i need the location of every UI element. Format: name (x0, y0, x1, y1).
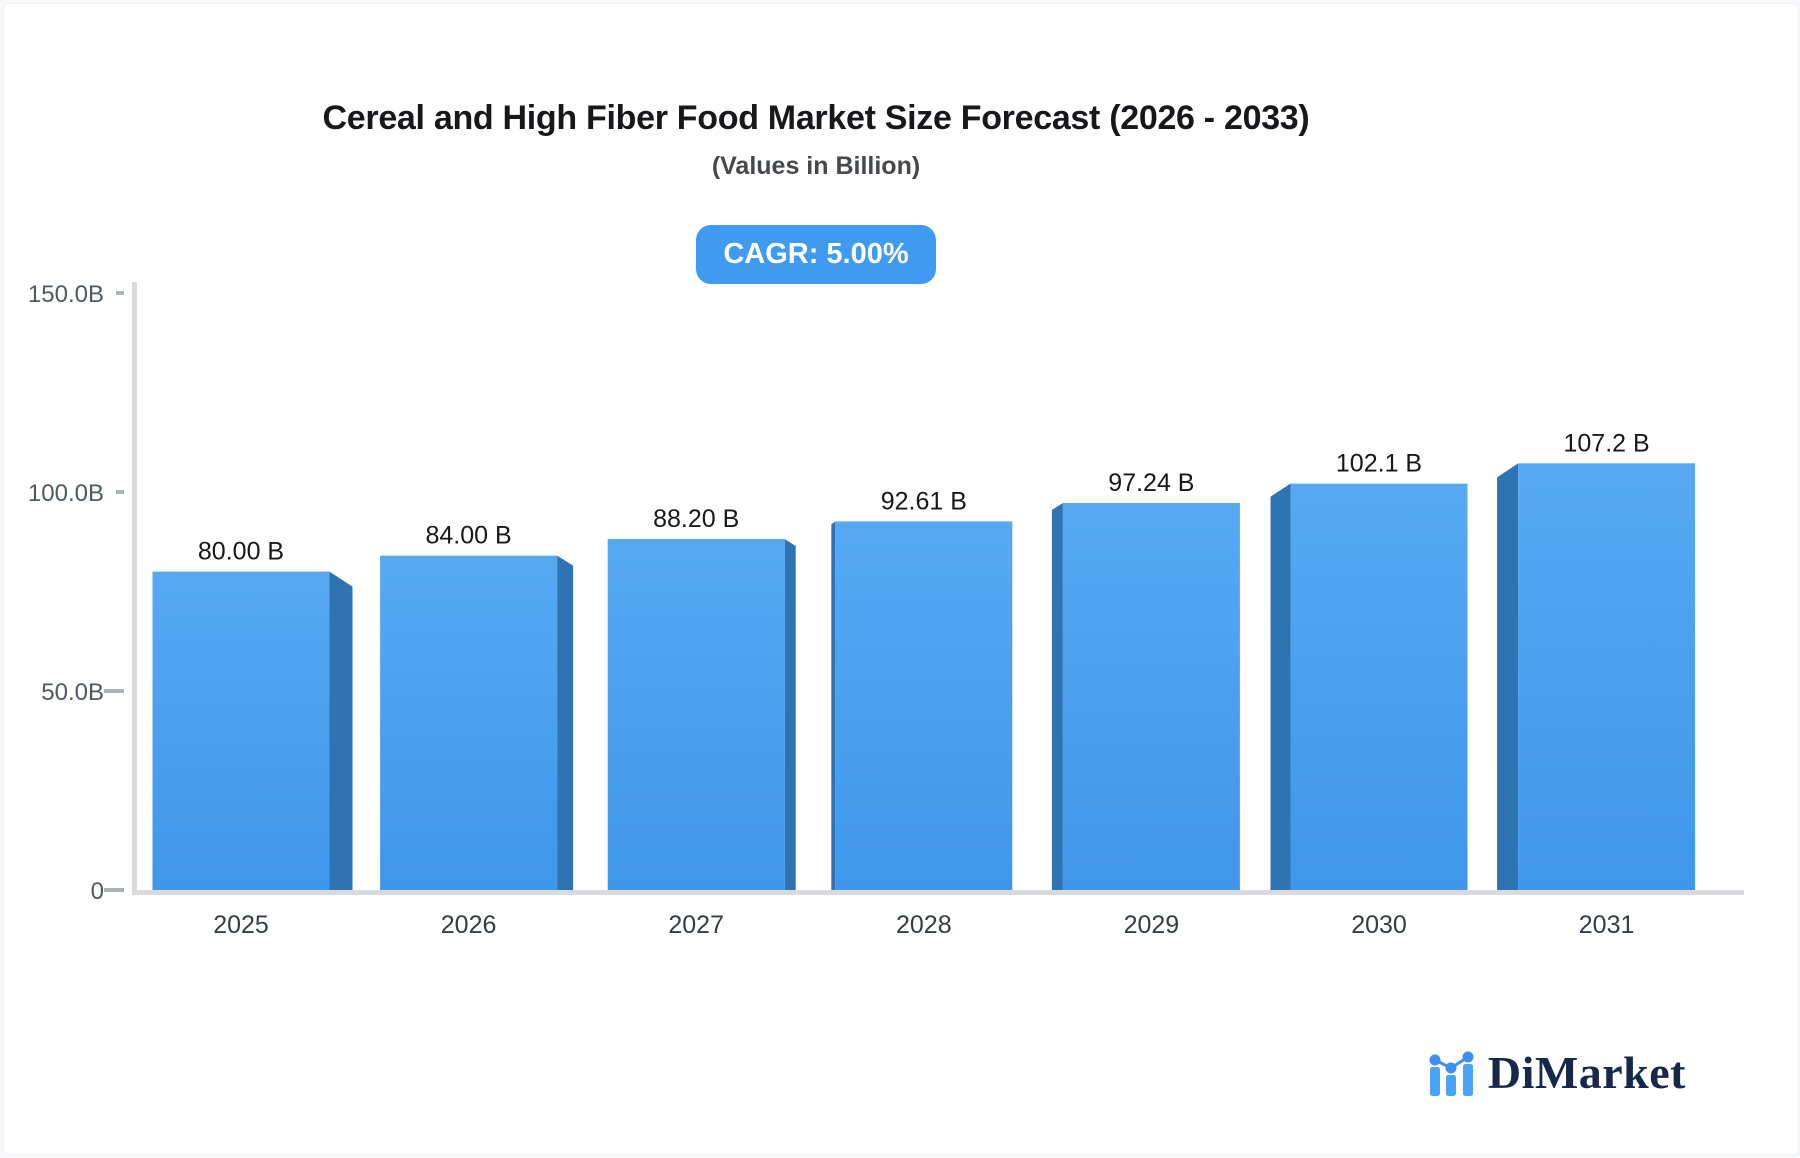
bar-side-face (831, 521, 836, 890)
bar-value-label: 107.2 B (1564, 429, 1650, 457)
dimarket-logo: DiMarket (1428, 1046, 1686, 1099)
bar-value-label: 97.24 B (1108, 469, 1194, 497)
y-tick-mark (104, 888, 124, 892)
y-tick-mark (116, 490, 124, 494)
x-axis-category-label: 2031 (1579, 911, 1635, 939)
bar-group-2025[interactable]: 80.00 B 2025 (152, 538, 353, 939)
bar-side-face (557, 555, 574, 890)
bar-group-2028[interactable]: 92.61 B 2028 (831, 487, 1013, 939)
bar-group-2026[interactable]: 84.00 B 2026 (380, 522, 574, 939)
bar-group-2030[interactable]: 102.1 B 2030 (1270, 450, 1468, 939)
bar-value-label: 84.00 B (426, 522, 512, 550)
x-axis-category-label: 2025 (213, 911, 269, 939)
bar-side-face (1497, 463, 1519, 890)
y-tick-label: 50.0B (41, 679, 104, 706)
bar-group-2031[interactable]: 107.2 B 2031 (1497, 429, 1696, 939)
y-tick-label: 100.0B (28, 480, 104, 507)
bar-side-face (784, 538, 796, 890)
y-tick-mark (104, 689, 124, 693)
y-tick-mark (116, 291, 124, 295)
bar-value-label: 102.1 B (1336, 450, 1422, 478)
bar-front-face (1518, 463, 1696, 890)
x-axis-category-label: 2028 (896, 911, 952, 939)
bar-value-label: 88.20 B (653, 505, 739, 533)
chart-card: 0 50.0B 100.0B 150.0B 80.00 B 2025 84.00 B 2026… (3, 3, 1799, 1155)
bar-group-2029[interactable]: 97.24 B 2029 (1051, 469, 1240, 939)
chart-canvas: 0 50.0B 100.0B 150.0B 80.00 B 2025 84.00 B 2026… (28, 281, 1744, 939)
bar-front-face (152, 571, 330, 890)
bar-front-face (1290, 483, 1468, 890)
bar-side-face (329, 571, 353, 890)
cagr-badge: CAGR: 5.00% (696, 225, 936, 284)
bar-front-face (607, 538, 785, 890)
bar-group-2027[interactable]: 88.20 B 2027 (607, 505, 796, 939)
bar-chart-logo-icon (1429, 1051, 1474, 1096)
chart-title: Cereal and High Fiber Food Market Size F… (322, 99, 1310, 137)
y-tick-label: 150.0B (28, 281, 104, 308)
y-tick-label: 0 (91, 878, 104, 905)
x-axis-category-label: 2026 (441, 911, 497, 939)
bar-value-label: 80.00 B (198, 538, 284, 566)
x-axis-category-label: 2029 (1124, 911, 1180, 939)
bar-front-face (1062, 502, 1240, 890)
bar-value-label: 92.61 B (881, 487, 967, 515)
bar-side-face (1051, 502, 1063, 890)
bar-front-face (380, 555, 558, 890)
y-axis-line (132, 282, 137, 895)
chart-subtitle: (Values in Billion) (711, 152, 921, 180)
logo-wordmark: DiMarket (1487, 1047, 1686, 1098)
bar-front-face (835, 521, 1013, 890)
x-axis-line (132, 890, 1744, 895)
x-axis-category-label: 2030 (1351, 911, 1407, 939)
x-axis-category-label: 2027 (668, 911, 724, 939)
bar-side-face (1270, 483, 1291, 890)
